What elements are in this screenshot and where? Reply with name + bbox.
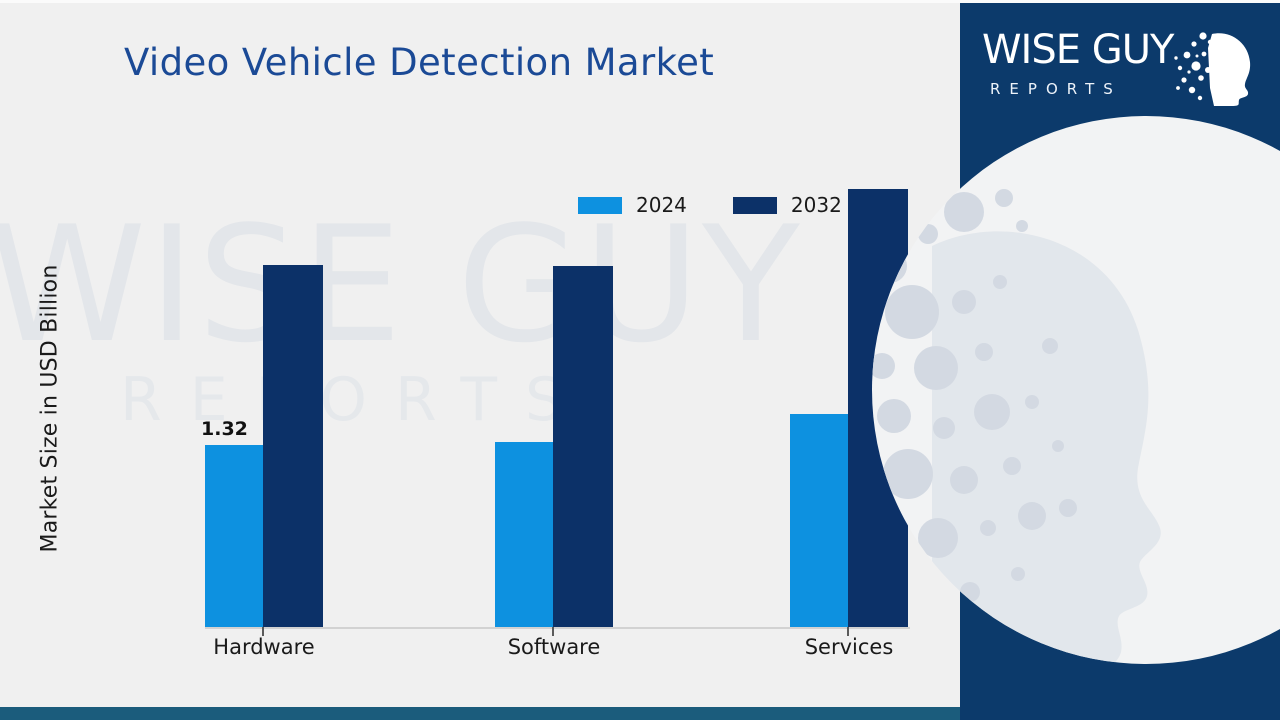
legend-label-2024: 2024 [636, 193, 687, 217]
x-axis-tick [262, 627, 264, 636]
legend-swatch-2024 [578, 196, 622, 214]
chart-legend: 2024 2032 [578, 195, 842, 215]
bar-value-label: 1.32 [201, 417, 248, 440]
x-axis-tick [552, 627, 554, 636]
circle-overlay-wrap [872, 0, 1280, 720]
bottom-accent-strip [0, 707, 960, 720]
y-axis-title: Market Size in USD Billion [37, 264, 63, 553]
bar-software-2032[interactable] [553, 266, 613, 627]
logo-head-dots-icon [1174, 32, 1251, 106]
circle-dot-pattern-icon [872, 189, 1161, 664]
legend-label-2032: 2032 [790, 193, 842, 217]
x-axis-baseline [205, 627, 910, 629]
plot-area: 1.32 Hardware Software Services [120, 120, 940, 659]
bar-software-2024[interactable] [495, 441, 553, 627]
top-hairline [0, 0, 1280, 3]
legend-swatch-2032 [732, 196, 777, 214]
page-title: Video Vehicle Detection Market [124, 41, 715, 84]
x-axis-label-software: Software [507, 635, 601, 659]
x-axis-label-hardware: Hardware [213, 635, 315, 659]
x-axis-label-services: Services [804, 635, 894, 659]
legend-item-2024[interactable]: 2024 [578, 195, 687, 215]
bar-hardware-2024[interactable] [205, 444, 263, 627]
logo-wordmark: WISE GUY [982, 27, 1174, 73]
x-axis-tick [847, 627, 849, 636]
chart-area: WISE GUY REPORTS Video Vehicle Detection… [0, 41, 940, 659]
bar-services-2024[interactable] [790, 414, 848, 627]
legend-item-2032[interactable]: 2032 [732, 193, 842, 217]
logo-subtext: REPORTS [990, 80, 1122, 98]
brand-logo: WISE GUY REPORTS [982, 30, 1262, 115]
bar-hardware-2032[interactable] [263, 264, 323, 627]
